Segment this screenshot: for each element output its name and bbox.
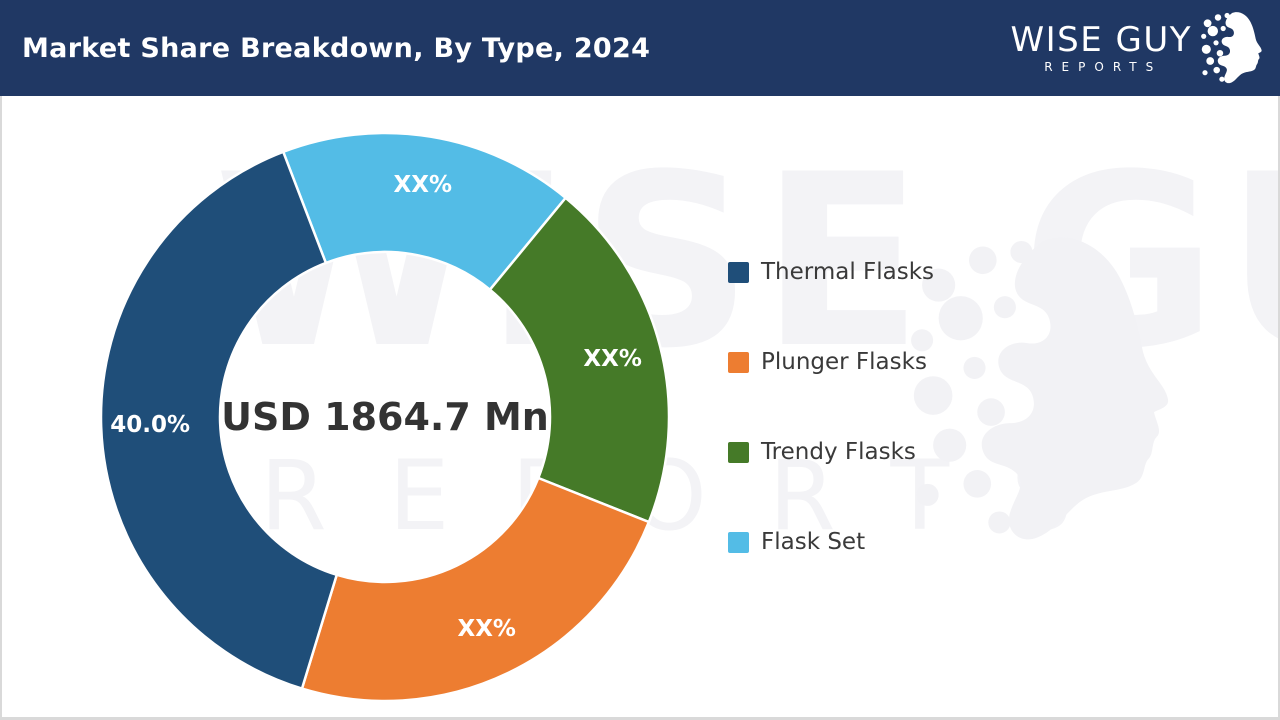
- legend-item-thermal-flasks[interactable]: Thermal Flasks: [728, 256, 934, 288]
- legend-label: Plunger Flasks: [761, 349, 927, 375]
- chart-legend: Thermal Flasks Plunger Flasks Trendy Flask…: [728, 256, 934, 616]
- header-bar: Market Share Breakdown, By Type, 2024 WI…: [0, 0, 1280, 96]
- slice-label-trendy-flasks: XX%: [583, 345, 642, 372]
- legend-label: Trendy Flasks: [761, 439, 916, 465]
- legend-item-flask-set[interactable]: Flask Set: [728, 526, 934, 558]
- donut-chart: XX% XX% XX% 40.0%: [95, 127, 675, 707]
- slice-label-flask-set: XX%: [393, 172, 453, 199]
- logo-text: WISE GUY REPORTS: [1010, 23, 1192, 74]
- page-title: Market Share Breakdown, By Type, 2024: [22, 32, 651, 64]
- donut-segment-flask-set[interactable]: [281, 131, 567, 291]
- chart-area: WISE GUY REPORTS XX%XX%XX%40.0% USD 1864…: [0, 96, 1280, 720]
- slice-label-thermal-flasks: 40.0%: [110, 412, 191, 439]
- chart-center-value: USD 1864.7 Mn: [221, 395, 549, 439]
- logo-wordmark: WISE GUY: [1010, 19, 1192, 60]
- logo-face-icon: [1201, 12, 1262, 84]
- donut-segment-thermal-flasks[interactable]: [99, 150, 339, 690]
- donut-segment-trendy-flasks[interactable]: [488, 196, 671, 524]
- legend-swatch: [728, 531, 749, 553]
- legend-swatch: [728, 351, 749, 373]
- legend-label: Flask Set: [761, 529, 866, 555]
- legend-item-plunger-flasks[interactable]: Plunger Flasks: [728, 346, 934, 378]
- legend-swatch: [728, 441, 749, 463]
- slice-label-plunger-flasks: XX%: [457, 615, 516, 642]
- wise-guy-logo: WISE GUY REPORTS: [1010, 9, 1280, 87]
- donut-segments: [99, 131, 671, 703]
- legend-label: Thermal Flasks: [761, 259, 935, 285]
- donut-segment-plunger-flasks[interactable]: [300, 476, 651, 703]
- logo-subtitle: REPORTS: [1044, 59, 1163, 74]
- watermark-face-icon: [911, 237, 1169, 540]
- legend-swatch: [728, 261, 749, 283]
- legend-item-trendy-flasks[interactable]: Trendy Flasks: [728, 436, 934, 468]
